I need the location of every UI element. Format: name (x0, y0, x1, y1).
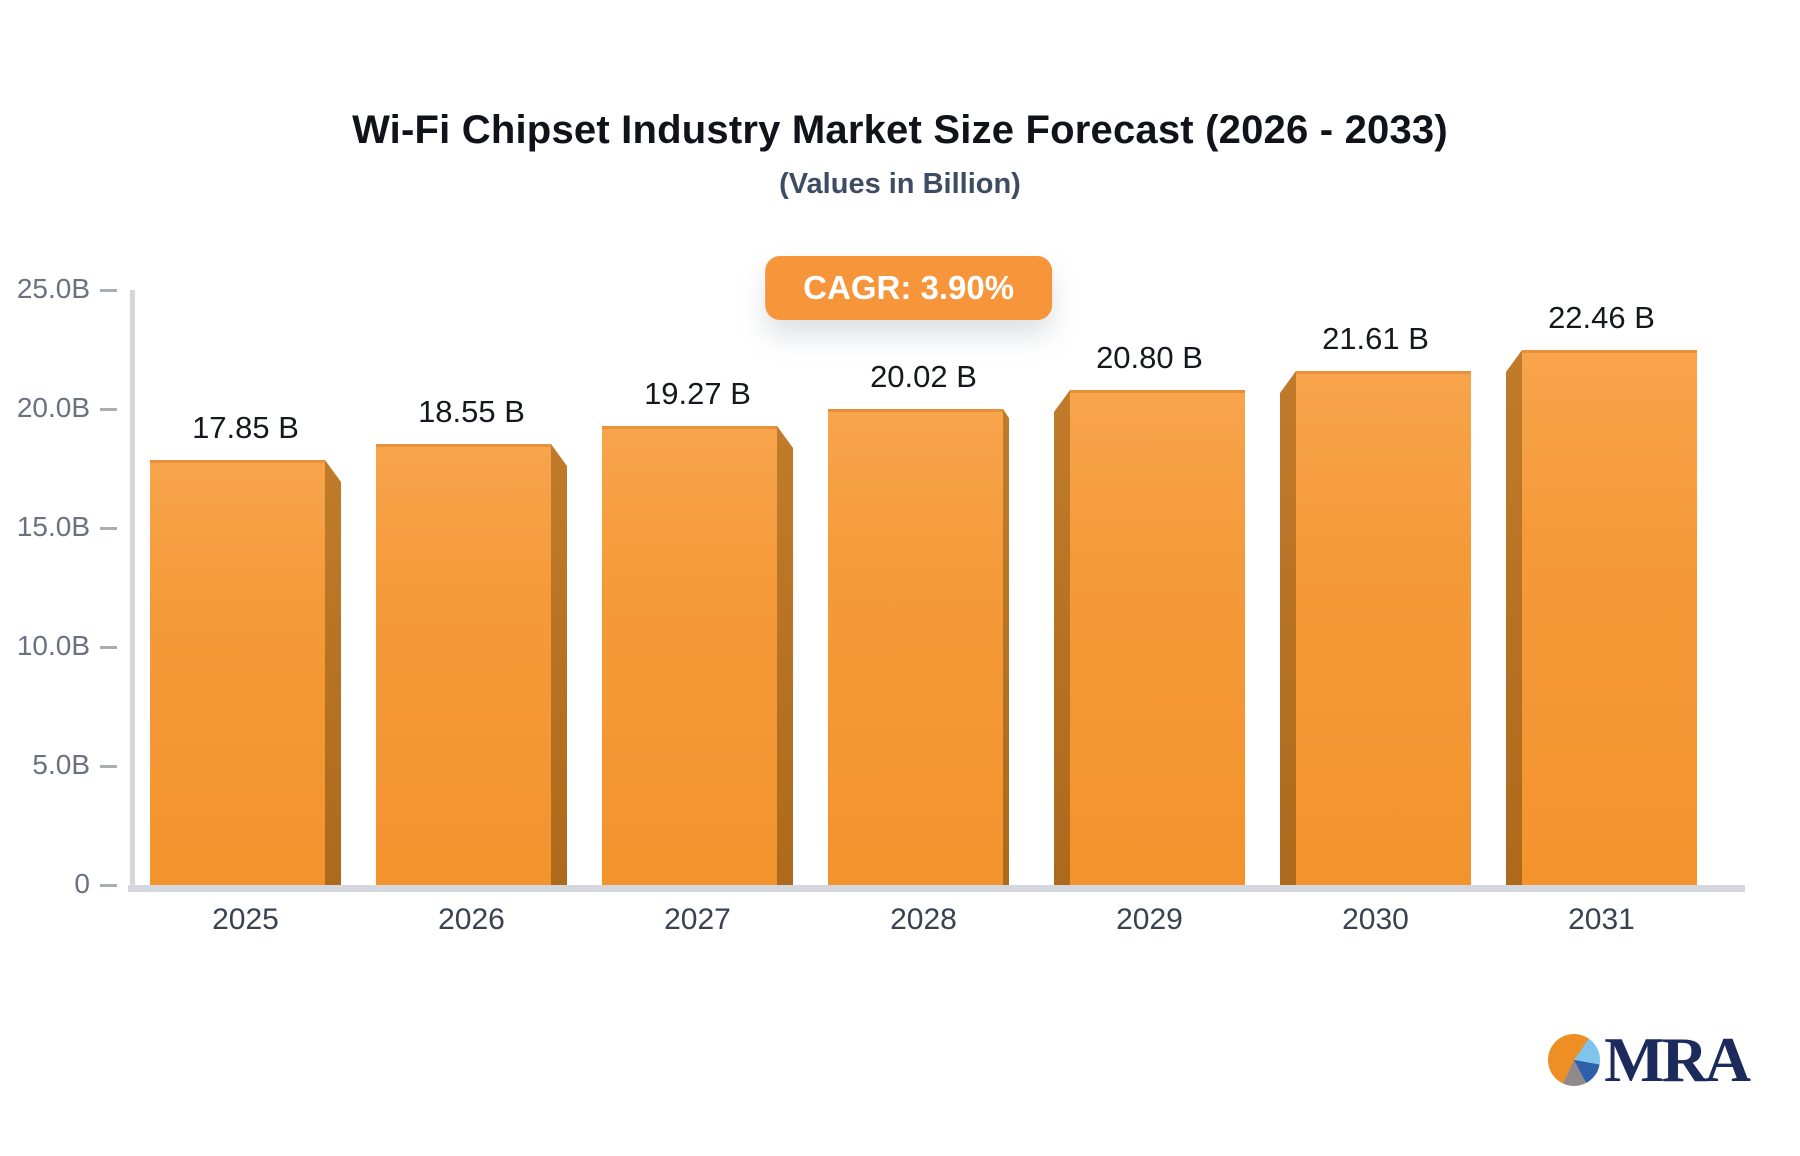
y-tick-label: 20.0B (16, 392, 90, 423)
mra-logo: MRA (1548, 1024, 1751, 1095)
bar-front-face (376, 444, 551, 885)
x-axis-label-2029: 2029 (1116, 903, 1183, 936)
x-axis-baseline (128, 885, 1745, 892)
bar-value-label: 20.80 B (1096, 340, 1203, 375)
bar-2027[interactable]: 19.27 B (602, 366, 793, 885)
bar-side-face (1506, 350, 1522, 885)
bar-value-label: 17.85 B (192, 410, 299, 445)
y-tick-mark (100, 646, 117, 649)
bar-front-face (1070, 390, 1245, 885)
logo-text: MRA (1604, 1024, 1751, 1095)
bar-side-face (777, 426, 793, 885)
bar-value-label: 21.61 B (1322, 321, 1429, 356)
bar-side-face (551, 444, 567, 885)
x-axis-label-2026: 2026 (438, 903, 505, 936)
bar-front-face (150, 460, 325, 885)
bar-2026[interactable]: 18.55 B (376, 384, 567, 885)
y-tick-mark (100, 289, 117, 292)
bar-2029[interactable]: 20.80 B (1054, 330, 1245, 885)
y-tick-label: 5.0B (32, 749, 90, 780)
y-tick-mark (100, 884, 117, 887)
x-axis-label-2025: 2025 (212, 903, 279, 936)
bar-2025[interactable]: 17.85 B (150, 400, 341, 885)
y-tick-mark (100, 527, 117, 530)
x-axis-label-2030: 2030 (1342, 903, 1409, 936)
bar-2031[interactable]: 22.46 B (1506, 290, 1697, 885)
chart-subtitle: (Values in Billion) (779, 168, 1021, 200)
bar-front-face (1522, 350, 1697, 885)
y-tick-label: 0 (74, 868, 90, 899)
bar-value-label: 20.02 B (870, 359, 977, 394)
x-axis-label-2028: 2028 (890, 903, 957, 936)
x-axis-label-2027: 2027 (664, 903, 731, 936)
bar-side-face (1280, 371, 1296, 885)
bar-value-label: 22.46 B (1548, 300, 1655, 335)
bar-front-face (1296, 371, 1471, 885)
y-tick-mark (100, 765, 117, 768)
plot-area: 25.0B 20.0B 15.0B 10.0B 5.0B 0 17.85 B 18.55 B… (17, 273, 1745, 936)
y-tick-label: 10.0B (16, 630, 90, 661)
y-axis-line (130, 290, 135, 892)
bar-2030[interactable]: 21.61 B (1280, 311, 1471, 885)
bar-front-face (828, 409, 1003, 885)
bar-side-face (1054, 390, 1070, 885)
bar-front-face (602, 426, 777, 885)
y-tick-mark (100, 408, 117, 411)
x-axis-label-2031: 2031 (1568, 903, 1635, 936)
cagr-badge: CAGR: 3.90% (765, 256, 1053, 320)
bar-value-label: 18.55 B (418, 394, 525, 429)
y-tick-label: 15.0B (16, 511, 90, 542)
bar-value-label: 19.27 B (644, 376, 751, 411)
bar-side-face (325, 460, 341, 885)
bar-side-face (1003, 409, 1009, 885)
y-tick-label: 25.0B (16, 273, 90, 304)
chart-title: Wi-Fi Chipset Industry Market Size Forec… (352, 108, 1448, 152)
pie-chart-logo-icon (1548, 1034, 1601, 1086)
bar-2028[interactable]: 20.02 B (828, 349, 1019, 885)
